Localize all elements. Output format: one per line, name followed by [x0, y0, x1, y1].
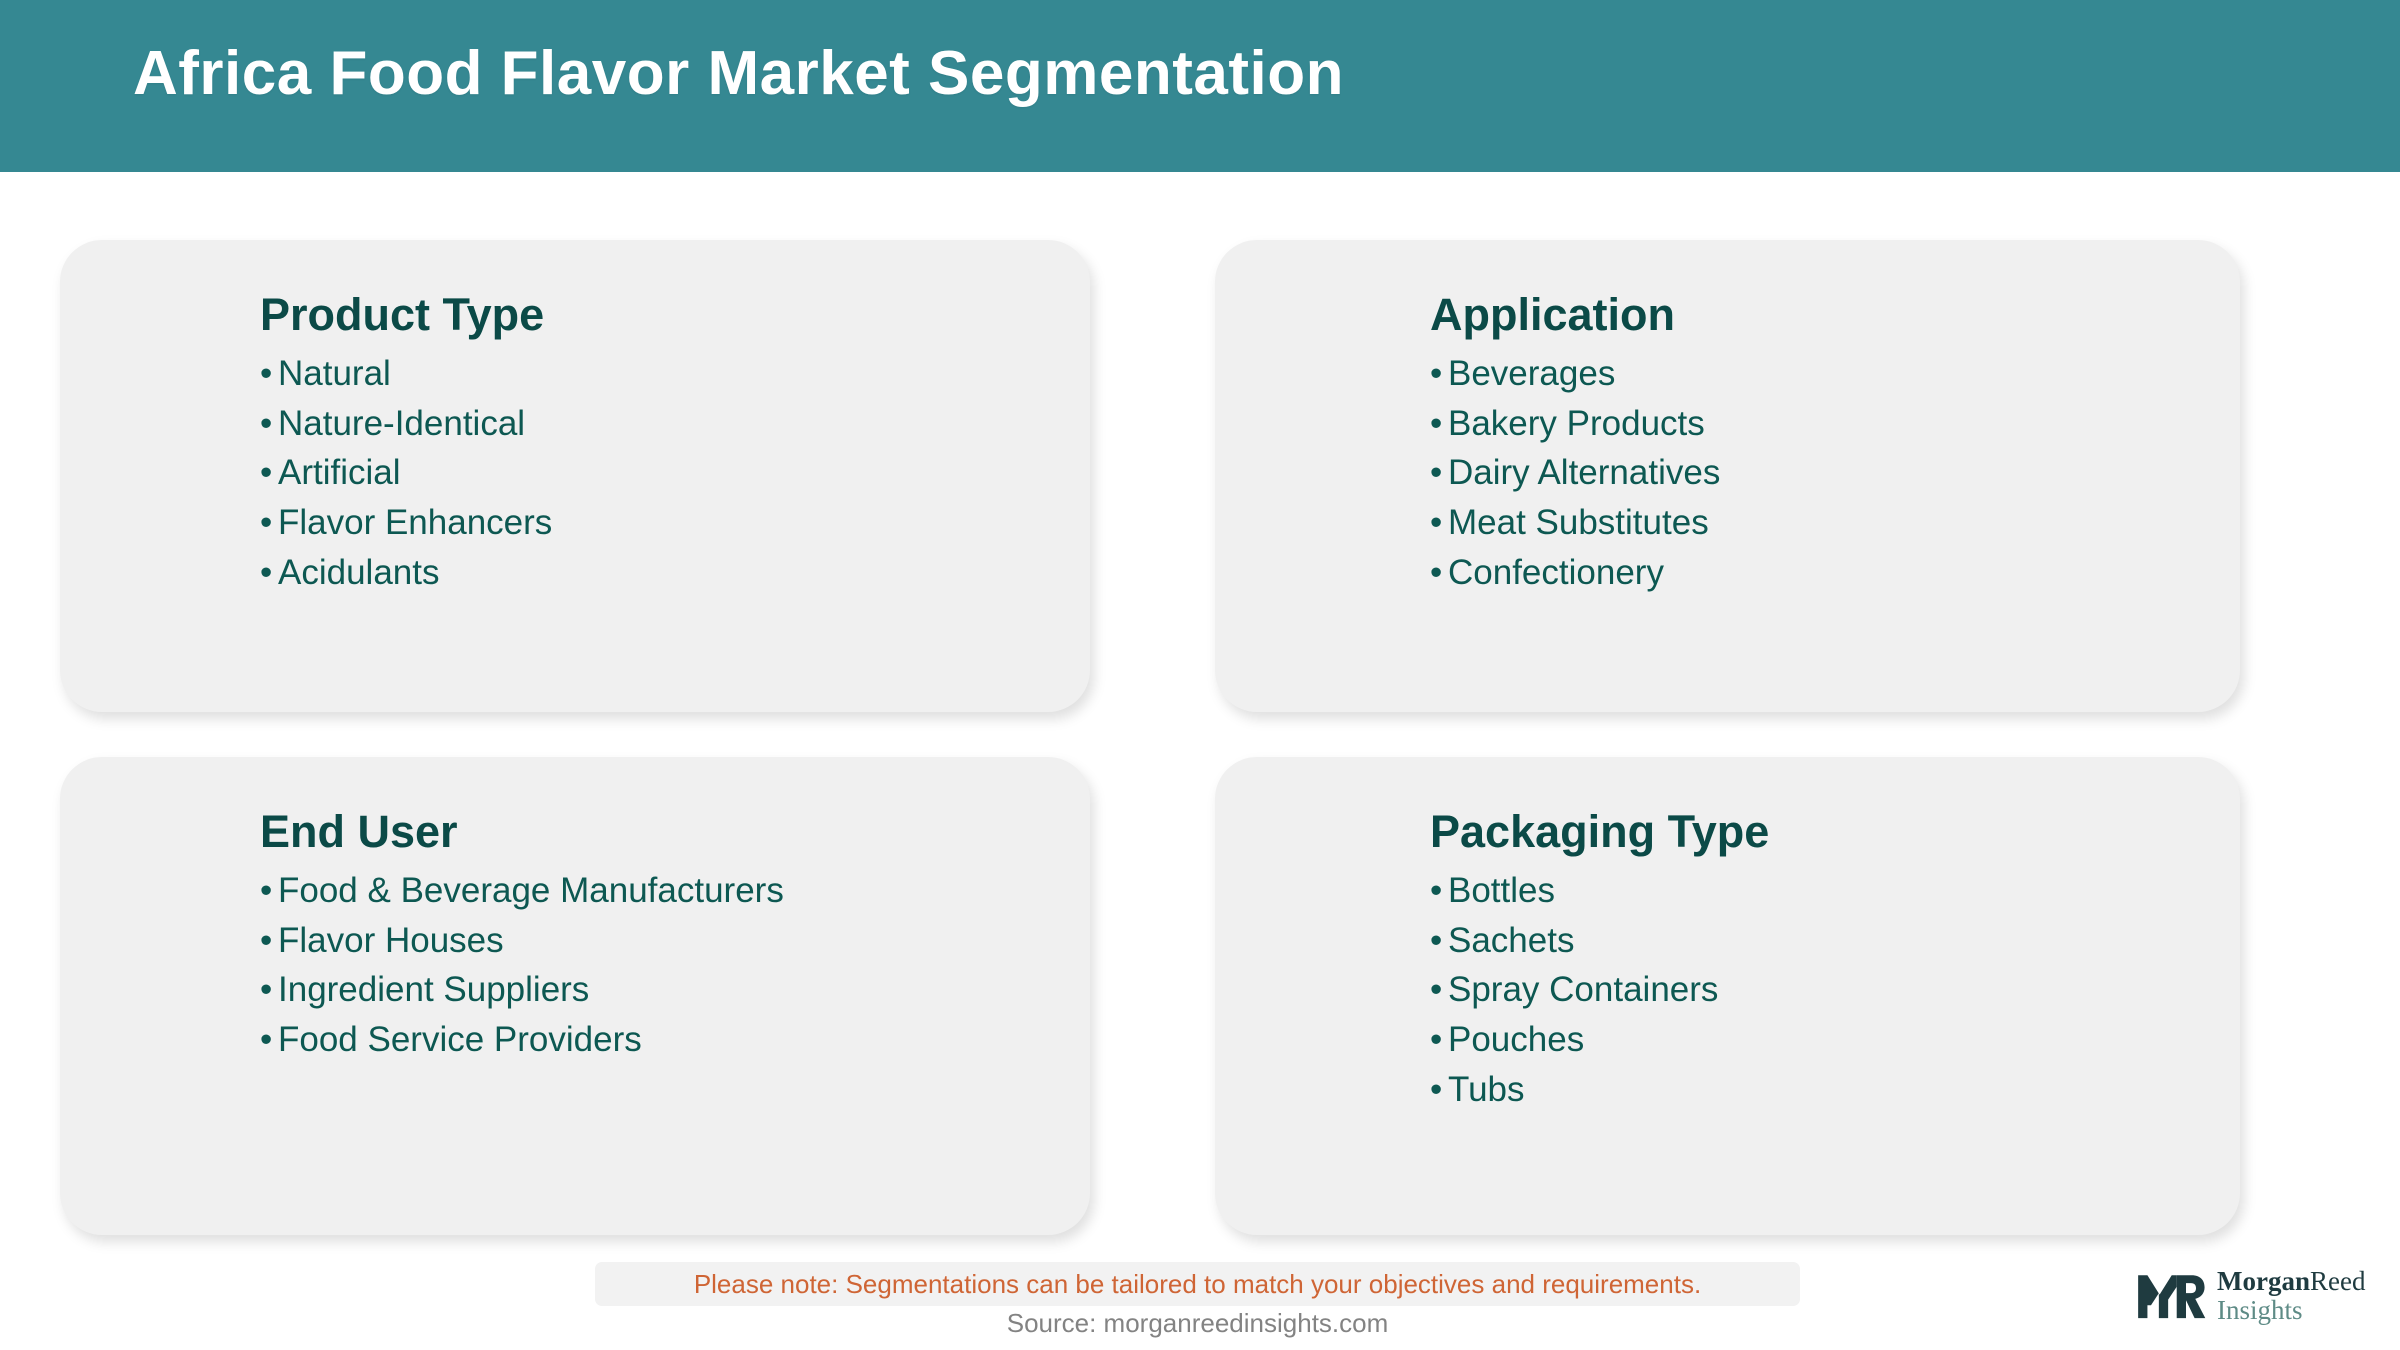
list-item: • Acidulants [260, 548, 552, 598]
list-item: • Ingredient Suppliers [260, 965, 784, 1015]
bullet-icon: • [1430, 1069, 1443, 1109]
bullet-icon: • [260, 502, 273, 542]
segment-card-packaging-type[interactable]: Packaging Type • Bottles • Sachets • Spray … [1215, 757, 2240, 1235]
list-item: • Confectionery [1430, 548, 1720, 598]
page-title: Africa Food Flavor Market Segmentation [133, 39, 1344, 108]
list-item: • Natural [260, 349, 552, 399]
list-item-label: Artificial [278, 453, 401, 493]
bullet-icon: • [260, 870, 273, 910]
list-item: • Food & Beverage Manufacturers [260, 866, 784, 916]
bullet-icon: • [1430, 920, 1443, 960]
logo-name-regular: Reed [2309, 1266, 2366, 1296]
bullet-icon: • [1430, 353, 1443, 393]
list-item: • Pouches [1430, 1015, 1769, 1065]
logo-company-name: MorganReed [2217, 1267, 2367, 1296]
segment-card-end-user[interactable]: End User • Food & Beverage Manufacturers … [60, 757, 1090, 1235]
list-item-label: Dairy Alternatives [1448, 453, 1721, 493]
card-content: Product Type • Natural • Nature-Identical … [260, 288, 552, 597]
logo-wordmark: MorganReed Insights [2217, 1267, 2367, 1324]
card-title-end-user: End User [260, 806, 458, 857]
bullet-icon: • [1430, 870, 1443, 910]
list-item-label: Beverages [1448, 353, 1616, 393]
list-item-label: Bottles [1448, 870, 1555, 910]
list-item-label: Pouches [1448, 1019, 1585, 1059]
list-item-label: Tubs [1448, 1069, 1525, 1109]
list-item-label: Food Service Providers [278, 1019, 642, 1059]
card-content: Packaging Type • Bottles • Sachets • Spray … [1430, 805, 1769, 1114]
bullet-icon: • [260, 353, 273, 393]
bullet-icon: • [1430, 970, 1443, 1010]
logo-tagline: Insights [2217, 1294, 2303, 1325]
footer-note-band: Please note: Segmentations can be tailor… [595, 1262, 1800, 1306]
bullet-icon: • [1430, 1019, 1443, 1059]
header-bar: Africa Food Flavor Market Segmentation [0, 0, 2400, 172]
list-item-label: Confectionery [1448, 552, 1664, 592]
card-content: End User • Food & Beverage Manufacturers … [260, 805, 784, 1065]
list-item-label: Ingredient Suppliers [278, 970, 590, 1010]
mr-monogram-icon [2138, 1275, 2206, 1319]
list-item-label: Acidulants [278, 552, 440, 592]
list-item: • Bakery Products [1430, 399, 1720, 449]
bullet-icon: • [1430, 453, 1443, 493]
list-item: • Spray Containers [1430, 965, 1769, 1015]
list-item: • Bottles [1430, 866, 1769, 916]
segment-card-application[interactable]: Application • Beverages • Bakery Products … [1215, 240, 2240, 712]
card-title-product-type: Product Type [260, 289, 545, 340]
list-item-label: Spray Containers [1448, 970, 1719, 1010]
list-item: • Meat Substitutes [1430, 498, 1720, 548]
card-list-application: • Beverages • Bakery Products • Dairy Alter… [1430, 349, 1720, 597]
list-item-label: Food & Beverage Manufacturers [278, 870, 784, 910]
list-item: • Sachets [1430, 916, 1769, 966]
card-title-packaging-type: Packaging Type [1430, 806, 1770, 857]
bullet-icon: • [260, 403, 273, 443]
bullet-icon: • [260, 453, 273, 493]
list-item-label: Sachets [1448, 920, 1575, 960]
list-item-label: Meat Substitutes [1448, 502, 1709, 542]
list-item: • Dairy Alternatives [1430, 448, 1720, 498]
bullet-icon: • [1430, 502, 1443, 542]
list-item: • Flavor Enhancers [260, 498, 552, 548]
segment-card-product-type[interactable]: Product Type • Natural • Nature-Identical … [60, 240, 1090, 712]
brand-logo[interactable]: MorganReed Insights [2135, 1263, 2365, 1335]
logo-name-bold: Morgan [2217, 1266, 2310, 1296]
list-item-label: Flavor Enhancers [278, 502, 553, 542]
segmentation-card-grid: Product Type • Natural • Nature-Identical … [0, 172, 2400, 1252]
list-item-label: Natural [278, 353, 391, 393]
list-item-label: Flavor Houses [278, 920, 504, 960]
source-text: Source: morganreedinsights.com [1006, 1308, 1389, 1338]
list-item: • Tubs [1430, 1065, 1769, 1115]
bullet-icon: • [260, 1019, 273, 1059]
list-item-label: Nature-Identical [278, 403, 526, 443]
list-item: • Flavor Houses [260, 916, 784, 966]
card-title-application: Application [1430, 289, 1675, 340]
bullet-icon: • [1430, 552, 1443, 592]
card-list-product-type: • Natural • Nature-Identical • Artificial •… [260, 349, 552, 597]
bullet-icon: • [1430, 403, 1443, 443]
list-item-label: Bakery Products [1448, 403, 1705, 443]
list-item: • Artificial [260, 448, 552, 498]
bullet-icon: • [260, 552, 273, 592]
list-item: • Beverages [1430, 349, 1720, 399]
bullet-icon: • [260, 970, 273, 1010]
list-item: • Food Service Providers [260, 1015, 784, 1065]
card-list-packaging-type: • Bottles • Sachets • Spray Containers • Pou… [1430, 866, 1769, 1114]
bullet-icon: • [260, 920, 273, 960]
card-content: Application • Beverages • Bakery Products … [1430, 288, 1720, 597]
list-item: • Nature-Identical [260, 399, 552, 449]
card-list-end-user: • Food & Beverage Manufacturers • Flavor H… [260, 866, 784, 1065]
footer-note-text: Please note: Segmentations can be tailor… [693, 1269, 1702, 1299]
